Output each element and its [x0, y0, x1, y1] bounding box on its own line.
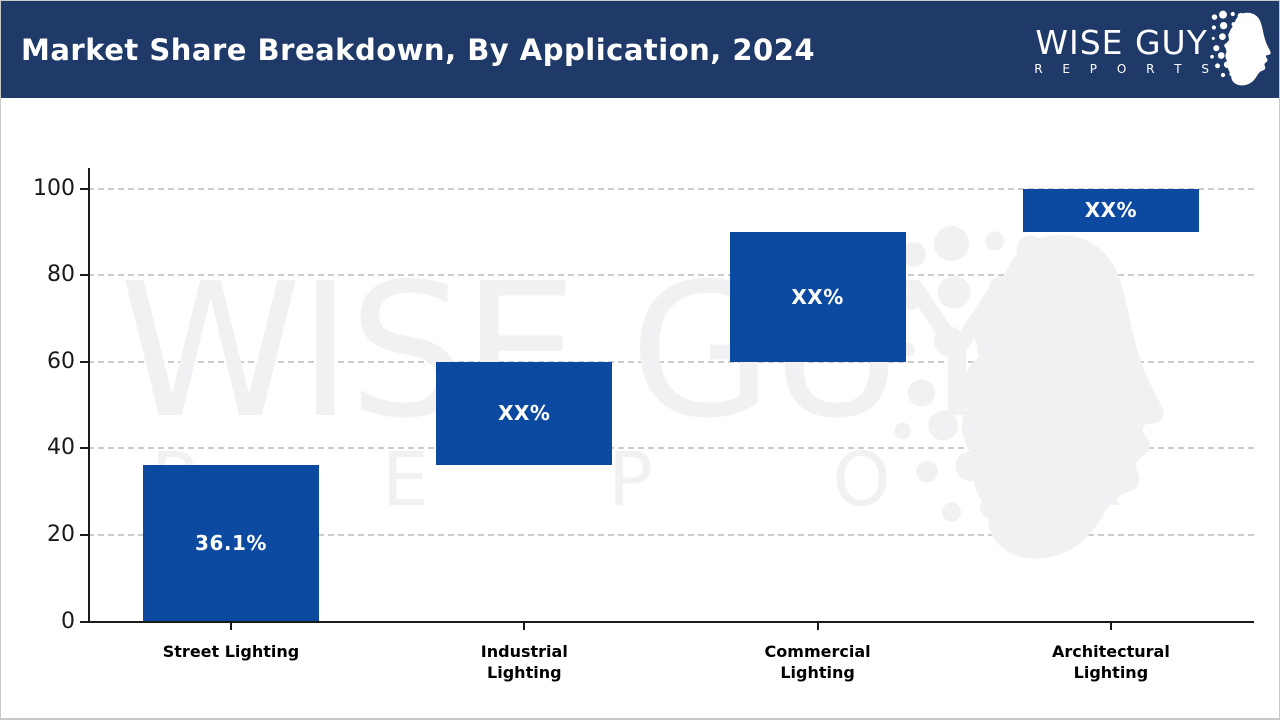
y-tick-label-40: 40 — [47, 435, 75, 461]
bar-commercial-lighting: XX% — [729, 231, 906, 362]
gridline-100 — [88, 187, 1254, 190]
category-label-line: Industrial — [480, 642, 568, 661]
category-label-industrial-lighting: Industrial Lighting — [414, 641, 634, 683]
y-tick-label-80: 80 — [47, 262, 75, 288]
bar-value-label-street-lighting: 36.1% — [195, 531, 267, 556]
category-label-architectural-lighting: Architectural Lighting — [1001, 641, 1221, 683]
y-tick-label-0: 0 — [61, 608, 75, 634]
wiseguy-logo-text: WISE GUY R E P O R T S — [1026, 26, 1217, 75]
y-axis-line — [88, 168, 90, 623]
y-tick-20 — [80, 533, 88, 536]
gridline-40 — [88, 447, 1254, 450]
bar-value-label-industrial-lighting: XX% — [498, 401, 551, 426]
category-label-line: Street Lighting — [162, 642, 300, 661]
wiseguy-logo-reports: R E P O R T S — [1034, 61, 1217, 76]
wiseguy-logo-name: WISE GUY — [1035, 22, 1208, 62]
y-tick-40 — [80, 447, 88, 450]
y-tick-label-20: 20 — [47, 521, 75, 547]
wiseguy-face-icon — [1209, 10, 1273, 90]
bar-architectural-lighting: XX% — [1022, 188, 1199, 232]
bar-street-lighting: 36.1% — [143, 465, 319, 622]
gridline-80 — [88, 274, 1254, 277]
bar-industrial-lighting: XX% — [436, 361, 613, 466]
y-tick-100 — [80, 187, 88, 190]
y-tick-60 — [80, 360, 88, 363]
wiseguy-logo: WISE GUY R E P O R T S — [1026, 5, 1273, 95]
x-tick-industrial-lighting — [523, 622, 526, 630]
y-tick-80 — [80, 274, 88, 277]
y-tick-label-60: 60 — [47, 348, 75, 374]
x-tick-commercial-lighting — [816, 622, 819, 630]
page-title: Market Share Breakdown, By Application, … — [21, 32, 816, 67]
category-label-street-lighting: Street Lighting — [121, 641, 341, 662]
y-tick-0 — [80, 620, 88, 623]
x-axis-line — [88, 620, 1254, 623]
category-label-commercial-lighting: Commercial Lighting — [708, 641, 928, 683]
bar-value-label-architectural-lighting: XX% — [1084, 198, 1138, 223]
header-bar: Market Share Breakdown, By Application, … — [1, 1, 1279, 98]
gridline-60 — [88, 360, 1254, 363]
bar-value-label-commercial-lighting: XX% — [791, 284, 844, 309]
watermark-reports-text: R E P O R T S — [151, 437, 1279, 523]
x-tick-architectural-lighting — [1109, 622, 1112, 630]
gridline-20 — [88, 533, 1254, 536]
x-tick-street-lighting — [230, 622, 232, 630]
category-label-line: Lighting — [1073, 663, 1149, 682]
category-label-line: Lighting — [780, 663, 855, 682]
category-label-line: Lighting — [487, 663, 562, 682]
category-label-line: Architectural — [1051, 642, 1170, 661]
category-label-line: Commercial — [764, 642, 871, 661]
y-tick-label-100: 100 — [33, 175, 75, 201]
